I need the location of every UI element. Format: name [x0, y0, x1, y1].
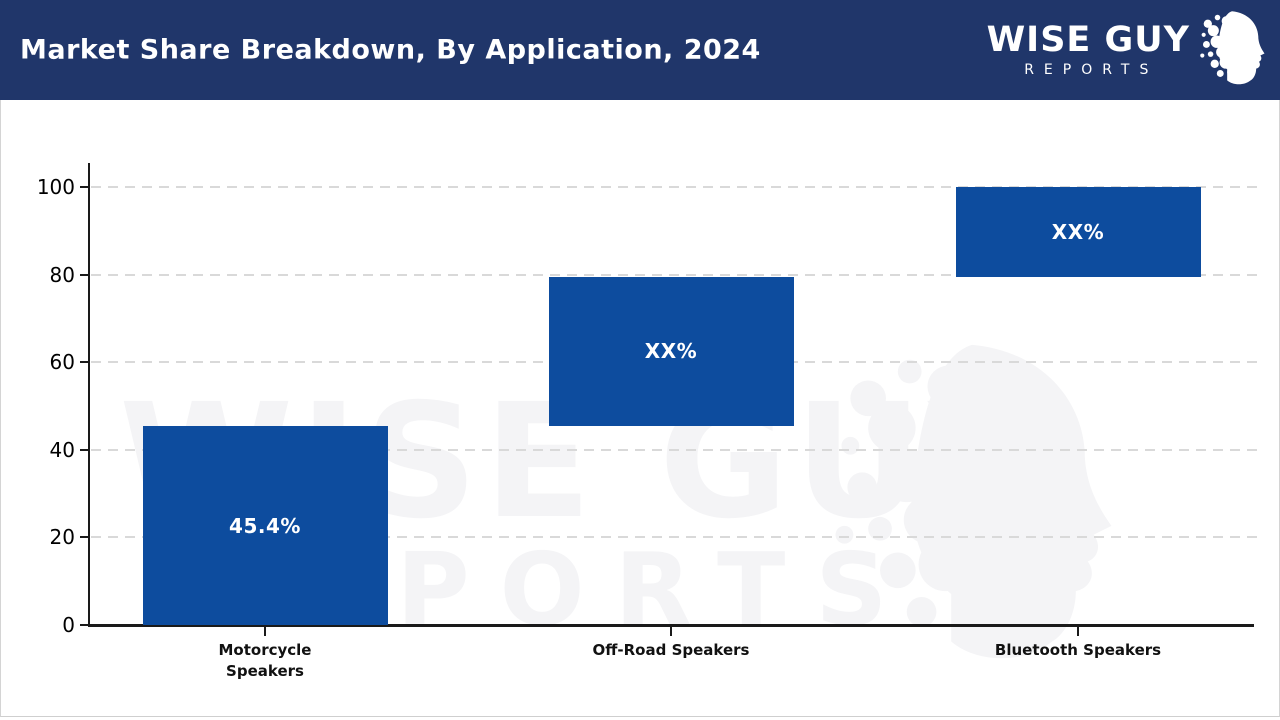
x-axis-line — [88, 624, 1254, 627]
y-tick-mark — [80, 448, 89, 451]
y-tick-mark — [80, 273, 89, 276]
bar-value-label: XX% — [644, 339, 698, 364]
category-label: Bluetooth Speakers — [994, 641, 1162, 659]
y-gridline — [91, 273, 1263, 276]
chart-area: WISE GUY REPORTS 0 20 40 60 80 100 45.4% XX% XX%… — [0, 100, 1280, 717]
logo-brand-sub: REPORTS — [1024, 61, 1159, 78]
y-tick-mark — [80, 624, 89, 626]
bar-value-label: XX% — [1051, 219, 1105, 244]
y-tick-label: 100 — [36, 175, 75, 199]
wiseguy-logo: WISE GUY REPORTS — [987, 6, 1270, 94]
category-label: Off-Road Speakers — [592, 641, 750, 659]
y-gridline — [91, 186, 1263, 188]
wiseguy-head-icon — [1200, 11, 1265, 85]
bar: XX% — [955, 187, 1201, 277]
header: Market Share Breakdown, By Application, … — [0, 0, 1280, 100]
bar: XX% — [548, 276, 794, 427]
y-tick-mark — [80, 361, 89, 364]
y-tick-mark — [80, 536, 89, 539]
y-tick-label: 0 — [62, 613, 75, 637]
y-tick-mark — [80, 186, 89, 188]
category-label: Motorcycle Speakers — [218, 641, 312, 680]
bar-value-label: 45.4% — [229, 513, 301, 538]
x-tick-mark — [264, 627, 266, 636]
y-tick-label: 40 — [49, 437, 75, 462]
y-axis-line — [88, 163, 90, 627]
y-tick-label: 60 — [49, 350, 75, 375]
x-tick-mark — [670, 627, 672, 636]
bar: 45.4% — [142, 426, 388, 625]
y-gridline — [91, 448, 1263, 451]
watermark-head-icon — [835, 344, 1112, 659]
y-tick-label: 80 — [49, 262, 75, 287]
y-gridline — [91, 536, 1263, 539]
x-tick-mark — [1077, 627, 1079, 636]
page-title: Market Share Breakdown, By Application, … — [20, 34, 761, 66]
logo-brand-name: WISE GUY — [986, 19, 1190, 60]
logo-text: WISE GUY REPORTS — [986, 19, 1190, 78]
y-tick-label: 20 — [49, 525, 75, 550]
